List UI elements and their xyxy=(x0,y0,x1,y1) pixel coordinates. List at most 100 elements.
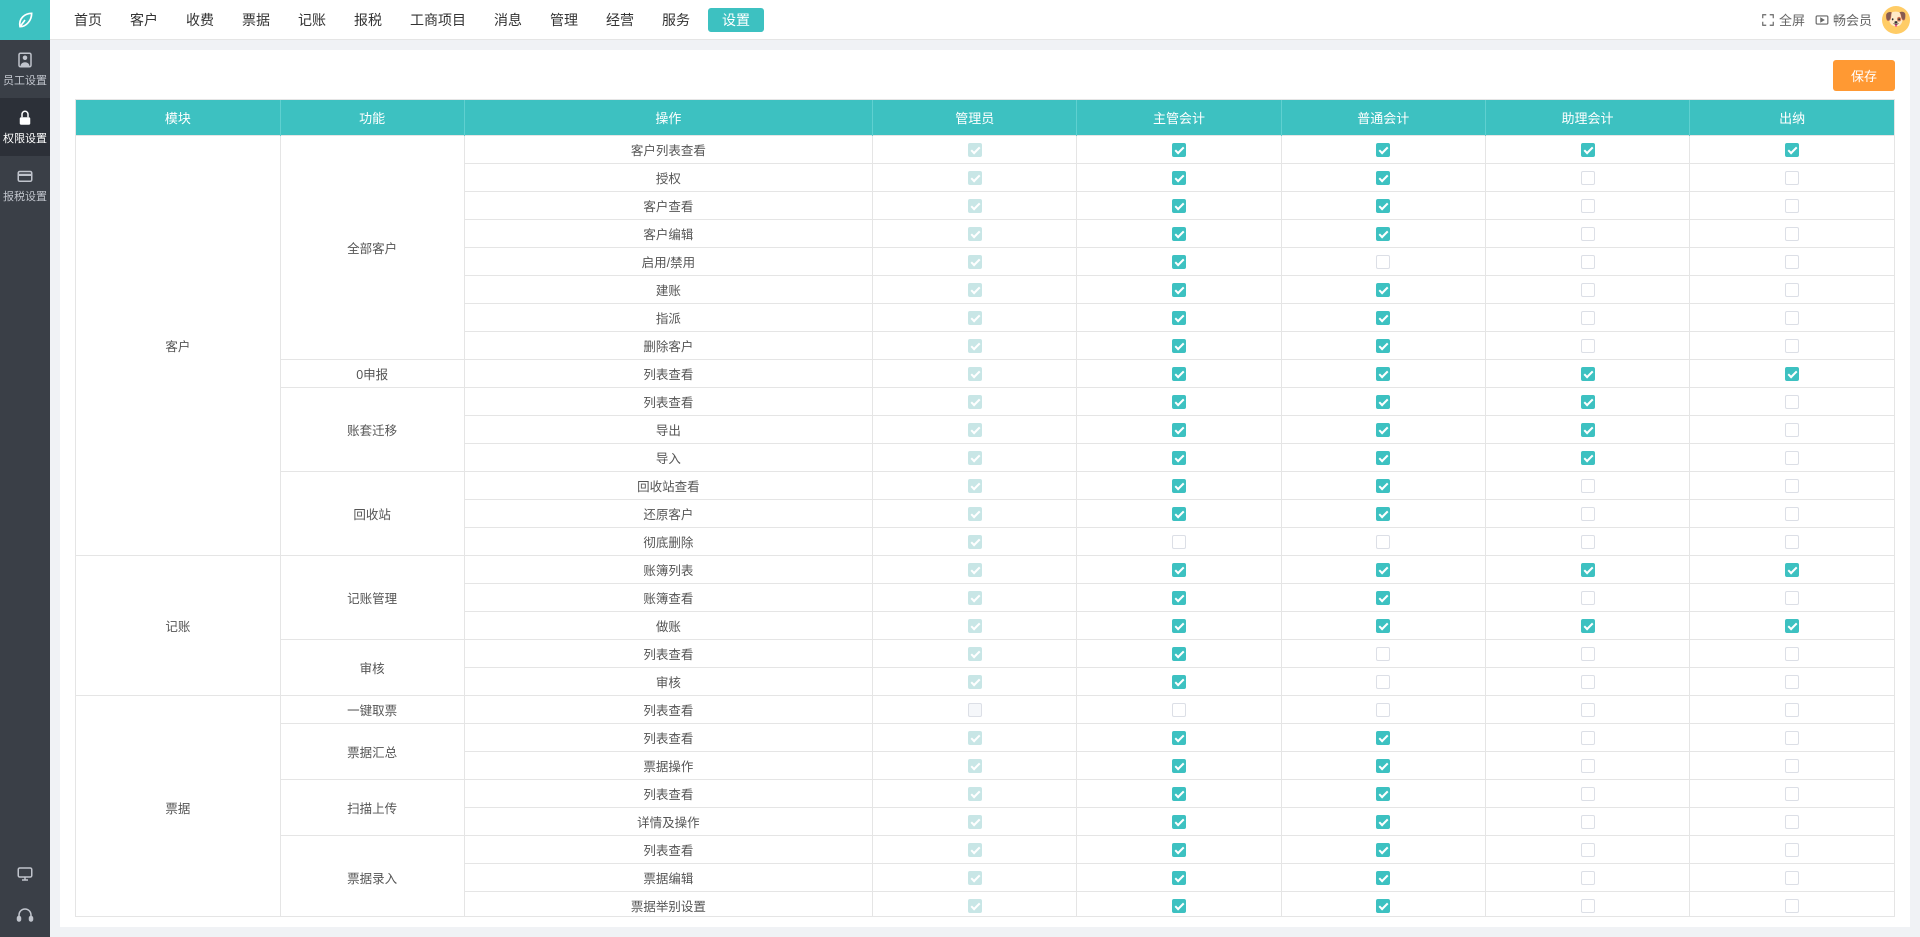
checkbox[interactable] xyxy=(1581,563,1595,577)
checkbox[interactable] xyxy=(1172,255,1186,269)
checkbox[interactable] xyxy=(1172,311,1186,325)
checkbox[interactable] xyxy=(1581,339,1595,353)
checkbox[interactable] xyxy=(1376,563,1390,577)
checkbox[interactable] xyxy=(1581,451,1595,465)
checkbox[interactable] xyxy=(1785,339,1799,353)
checkbox[interactable] xyxy=(1172,871,1186,885)
checkbox[interactable] xyxy=(1376,507,1390,521)
checkbox[interactable] xyxy=(1172,535,1186,549)
checkbox[interactable] xyxy=(1581,843,1595,857)
checkbox[interactable] xyxy=(1376,647,1390,661)
checkbox[interactable] xyxy=(1376,675,1390,689)
checkbox[interactable] xyxy=(1376,787,1390,801)
checkbox[interactable] xyxy=(1376,899,1390,913)
checkbox[interactable] xyxy=(1376,843,1390,857)
checkbox[interactable] xyxy=(1581,759,1595,773)
checkbox[interactable] xyxy=(1581,619,1595,633)
checkbox[interactable] xyxy=(1581,703,1595,717)
checkbox[interactable] xyxy=(1376,479,1390,493)
checkbox[interactable] xyxy=(1785,507,1799,521)
checkbox[interactable] xyxy=(1581,787,1595,801)
checkbox[interactable] xyxy=(1785,451,1799,465)
checkbox[interactable] xyxy=(1172,283,1186,297)
checkbox[interactable] xyxy=(1785,535,1799,549)
save-button[interactable]: 保存 xyxy=(1833,60,1895,91)
top-menu-item-0[interactable]: 首页 xyxy=(60,0,116,40)
checkbox[interactable] xyxy=(1785,395,1799,409)
checkbox[interactable] xyxy=(1581,871,1595,885)
checkbox[interactable] xyxy=(1581,479,1595,493)
checkbox[interactable] xyxy=(1376,619,1390,633)
checkbox[interactable] xyxy=(1172,787,1186,801)
checkbox[interactable] xyxy=(1376,255,1390,269)
checkbox[interactable] xyxy=(1172,647,1186,661)
checkbox[interactable] xyxy=(1581,507,1595,521)
checkbox[interactable] xyxy=(1376,451,1390,465)
checkbox[interactable] xyxy=(1376,871,1390,885)
avatar[interactable]: 🐶 xyxy=(1882,6,1910,34)
sidebar-bottom-monitor[interactable] xyxy=(0,855,50,896)
checkbox[interactable] xyxy=(1172,227,1186,241)
top-menu-item-9[interactable]: 经营 xyxy=(592,0,648,40)
checkbox[interactable] xyxy=(1376,171,1390,185)
checkbox[interactable] xyxy=(1785,171,1799,185)
checkbox[interactable] xyxy=(1581,311,1595,325)
member-button[interactable]: 畅会员 xyxy=(1815,10,1872,29)
checkbox[interactable] xyxy=(1785,619,1799,633)
checkbox[interactable] xyxy=(1376,199,1390,213)
checkbox[interactable] xyxy=(1376,395,1390,409)
checkbox[interactable] xyxy=(1376,283,1390,297)
checkbox[interactable] xyxy=(1581,255,1595,269)
checkbox[interactable] xyxy=(1785,255,1799,269)
checkbox[interactable] xyxy=(1785,563,1799,577)
checkbox[interactable] xyxy=(1172,591,1186,605)
top-menu-item-11[interactable]: 设置 xyxy=(708,8,764,32)
checkbox[interactable] xyxy=(1785,143,1799,157)
checkbox[interactable] xyxy=(1581,171,1595,185)
top-menu-item-3[interactable]: 票据 xyxy=(228,0,284,40)
top-menu-item-8[interactable]: 管理 xyxy=(536,0,592,40)
checkbox[interactable] xyxy=(1785,479,1799,493)
sidebar-item-2[interactable]: 报税设置 xyxy=(0,156,50,214)
top-menu-item-5[interactable]: 报税 xyxy=(340,0,396,40)
checkbox[interactable] xyxy=(1581,591,1595,605)
checkbox[interactable] xyxy=(1172,395,1186,409)
checkbox[interactable] xyxy=(1785,199,1799,213)
checkbox[interactable] xyxy=(1581,143,1595,157)
checkbox[interactable] xyxy=(1376,367,1390,381)
checkbox[interactable] xyxy=(1172,367,1186,381)
checkbox[interactable] xyxy=(1581,227,1595,241)
checkbox[interactable] xyxy=(1581,535,1595,549)
checkbox[interactable] xyxy=(1581,423,1595,437)
checkbox[interactable] xyxy=(1172,703,1186,717)
checkbox[interactable] xyxy=(1376,591,1390,605)
checkbox[interactable] xyxy=(1376,143,1390,157)
checkbox[interactable] xyxy=(1785,815,1799,829)
checkbox[interactable] xyxy=(1785,787,1799,801)
top-menu-item-2[interactable]: 收费 xyxy=(172,0,228,40)
checkbox[interactable] xyxy=(1172,731,1186,745)
checkbox[interactable] xyxy=(1785,675,1799,689)
top-menu-item-7[interactable]: 消息 xyxy=(480,0,536,40)
checkbox[interactable] xyxy=(1785,731,1799,745)
checkbox[interactable] xyxy=(1785,283,1799,297)
sidebar-item-1[interactable]: 权限设置 xyxy=(0,98,50,156)
checkbox[interactable] xyxy=(1581,647,1595,661)
checkbox[interactable] xyxy=(1785,871,1799,885)
checkbox[interactable] xyxy=(1581,675,1595,689)
checkbox[interactable] xyxy=(1785,843,1799,857)
logo[interactable] xyxy=(0,0,50,40)
checkbox[interactable] xyxy=(1376,759,1390,773)
checkbox[interactable] xyxy=(1581,815,1595,829)
checkbox[interactable] xyxy=(1172,563,1186,577)
checkbox[interactable] xyxy=(1376,423,1390,437)
checkbox[interactable] xyxy=(1172,143,1186,157)
checkbox[interactable] xyxy=(1172,479,1186,493)
checkbox[interactable] xyxy=(1785,311,1799,325)
checkbox[interactable] xyxy=(1785,423,1799,437)
checkbox[interactable] xyxy=(1172,423,1186,437)
checkbox[interactable] xyxy=(1581,199,1595,213)
checkbox[interactable] xyxy=(1172,171,1186,185)
sidebar-item-0[interactable]: 员工设置 xyxy=(0,40,50,98)
top-menu-item-4[interactable]: 记账 xyxy=(284,0,340,40)
